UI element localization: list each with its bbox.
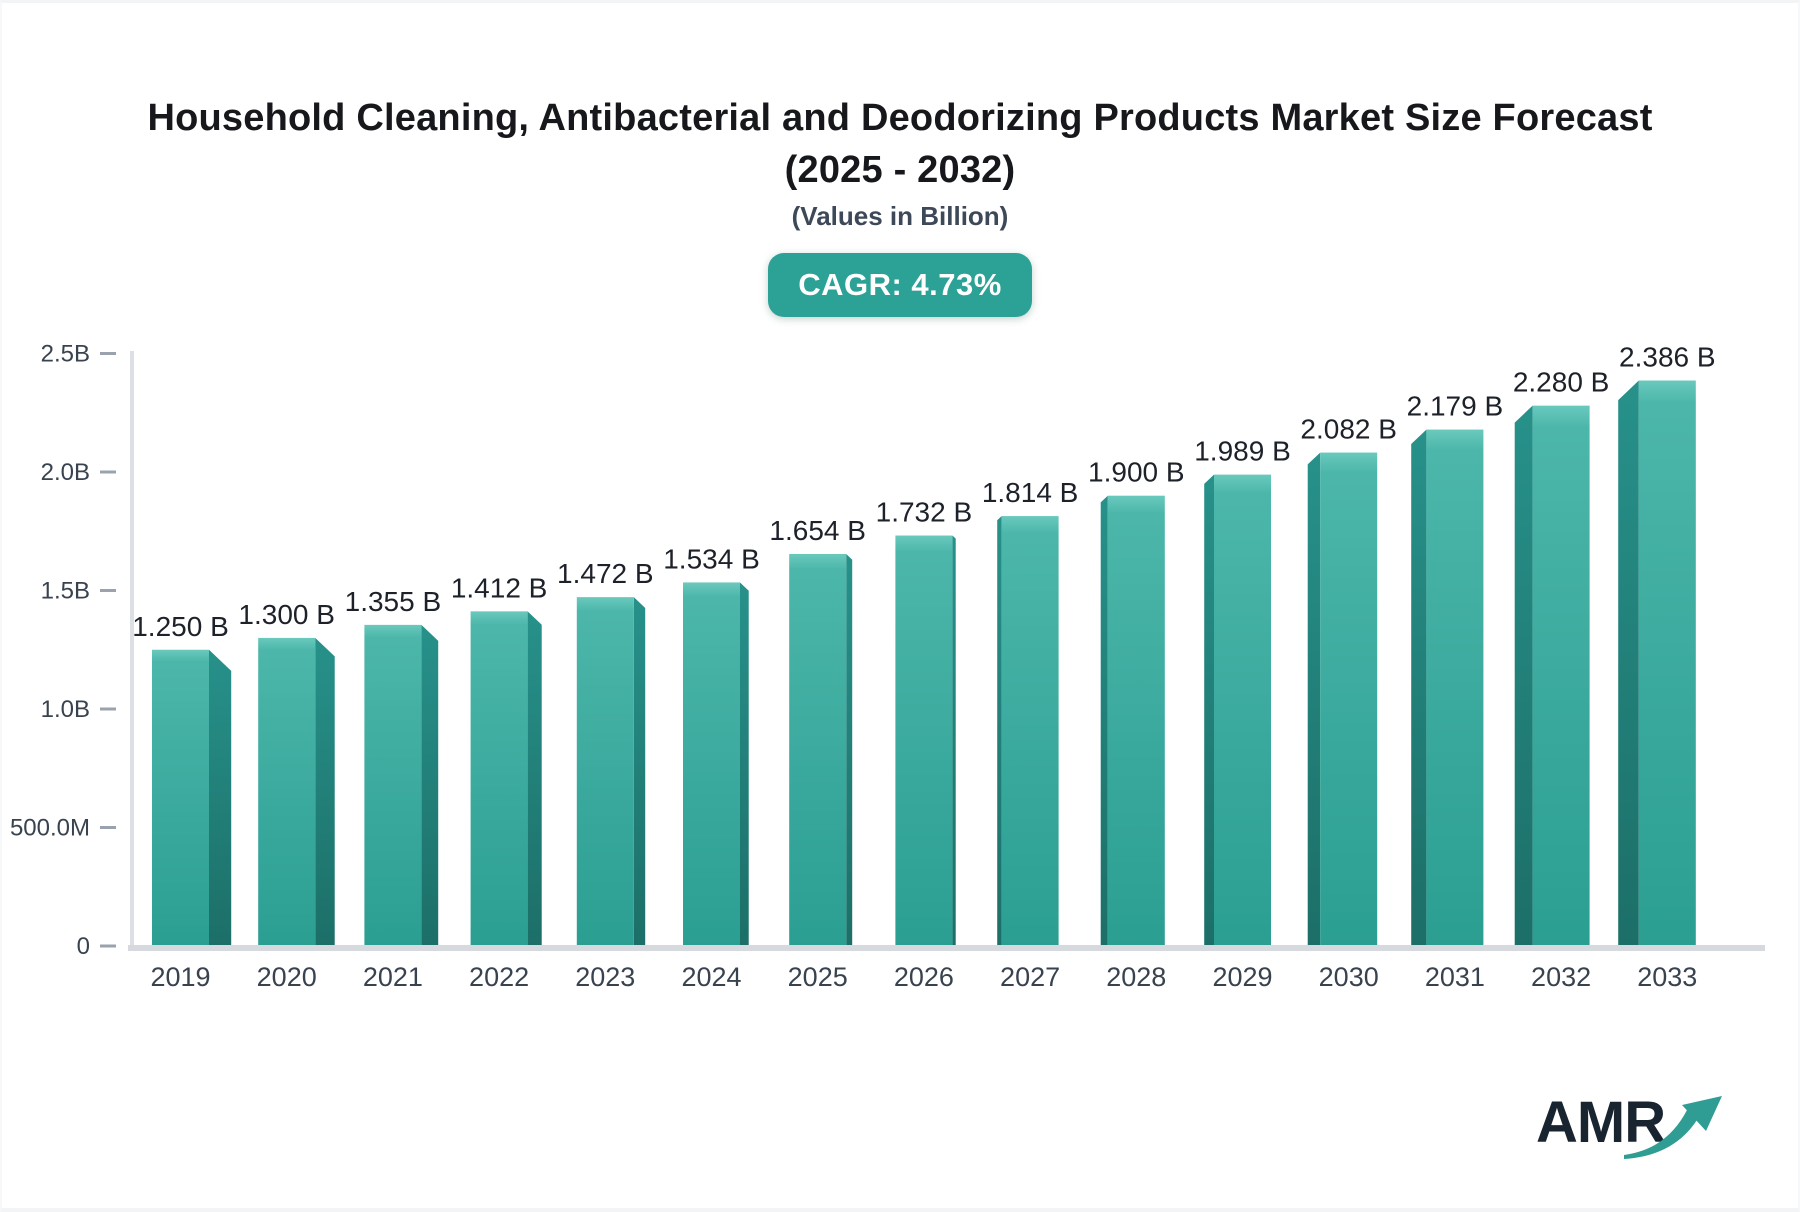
cagr-badge: CAGR: 4.73% <box>768 253 1032 317</box>
chart-subtitle: (Values in Billion) <box>791 201 1009 231</box>
bar-value-label: 2.179 B <box>1407 391 1504 422</box>
cagr-badge-row: CAGR: 4.73% <box>2 253 1798 317</box>
x-axis-label: 2026 <box>894 962 954 992</box>
bar-front-face <box>152 649 209 946</box>
bar-front-face <box>1426 429 1484 946</box>
bar-2022 <box>470 611 542 946</box>
bar-value-label: 1.250 B <box>132 611 229 642</box>
x-axis-label: 2029 <box>1212 962 1272 992</box>
bar-value-label: 1.989 B <box>1194 436 1291 467</box>
bar-side-face <box>209 649 232 946</box>
chart-title-line2: (2025 - 2032) <box>784 149 1016 191</box>
bar-2033 <box>1618 380 1696 946</box>
bar-side-face <box>1618 380 1639 946</box>
x-axis-label: 2031 <box>1425 962 1485 992</box>
bar-2032 <box>1514 405 1590 946</box>
bar-2031 <box>1411 429 1484 946</box>
bar-side-face <box>1100 495 1108 946</box>
bar-value-label: 1.814 B <box>982 477 1079 508</box>
bar-front-face <box>1320 452 1378 946</box>
bar-front-face <box>576 597 634 946</box>
bar-side-face <box>421 624 439 946</box>
bar-2020 <box>258 637 335 946</box>
x-axis-label: 2028 <box>1106 962 1166 992</box>
bar-front-face <box>1638 380 1696 946</box>
bar-2027 <box>997 516 1059 946</box>
bar-side-face <box>846 554 853 946</box>
bar-2023 <box>576 597 646 946</box>
x-axis-label: 2023 <box>575 962 635 992</box>
bar-front-face <box>470 611 528 946</box>
y-axis-tick-label: 0 <box>77 933 90 960</box>
bars-layer <box>152 380 1696 946</box>
amr-logo-text: AMR <box>1536 1090 1666 1155</box>
x-axis-label: 2032 <box>1531 962 1591 992</box>
bar-value-label: 1.472 B <box>557 558 654 589</box>
bar-front-face <box>364 624 422 946</box>
y-axis-tick-label: 1.5B <box>41 578 90 605</box>
axes-layer: 0 500.0M 1.0B 1.5B 2.0B 2.5B <box>10 341 1765 960</box>
bar-front-face <box>1532 405 1590 946</box>
bar-2026 <box>895 535 956 946</box>
bar-side-face <box>997 516 1002 946</box>
x-axis-label: 2022 <box>469 962 529 992</box>
y-axis-tick-label: 500.0M <box>10 815 90 842</box>
x-axis-label: 2027 <box>1000 962 1060 992</box>
bar-side-face <box>1204 474 1214 946</box>
bar-2021 <box>364 624 439 946</box>
bar-front-face <box>1214 474 1271 946</box>
bar-front-face <box>258 637 316 946</box>
bar-side-face <box>633 597 646 946</box>
x-axis-label: 2024 <box>681 962 741 992</box>
bar-front-face <box>1001 516 1059 946</box>
bar-value-label: 2.280 B <box>1513 367 1610 398</box>
bar-2028 <box>1100 495 1165 946</box>
bar-side-face <box>1307 452 1321 946</box>
amr-logo: AMR <box>1536 1091 1726 1171</box>
x-axis-label: 2030 <box>1319 962 1379 992</box>
x-axis-label: 2033 <box>1637 962 1697 992</box>
y-axis-tick-label: 1.0B <box>41 696 90 723</box>
bar-value-label: 1.654 B <box>769 515 866 546</box>
bar-value-label: 1.300 B <box>238 599 335 630</box>
bar-2024 <box>683 582 749 946</box>
bar-value-label: 2.386 B <box>1619 342 1716 373</box>
bar-side-face <box>740 582 749 946</box>
bar-2025 <box>789 554 853 946</box>
bar-2029 <box>1204 474 1271 946</box>
logo-arrow-icon <box>1624 1096 1722 1159</box>
labels-layer: 1.250 B 2019 1.300 B 2020 1.355 B 2021 1.412 B… <box>132 342 1715 992</box>
bar-side-face <box>952 535 956 946</box>
bar-front-face <box>1107 495 1165 946</box>
bar-side-face <box>1411 429 1427 946</box>
bar-value-label: 1.900 B <box>1088 457 1185 488</box>
bar-side-face <box>315 637 335 946</box>
bar-side-face <box>527 611 542 946</box>
x-axis-label: 2021 <box>363 962 423 992</box>
y-axis-tick-label: 2.0B <box>41 459 90 486</box>
bar-value-label: 1.534 B <box>663 543 760 574</box>
bar-2019 <box>152 649 232 946</box>
bar-side-face <box>1514 405 1533 946</box>
bar-front-face <box>683 582 740 946</box>
y-axis-tick-label: 2.5B <box>41 341 90 368</box>
bar-value-label: 2.082 B <box>1300 414 1397 445</box>
x-axis-label: 2025 <box>788 962 848 992</box>
market-size-bar-chart: 0 500.0M 1.0B 1.5B 2.0B 2.5B 1.250 B 2019 1.300… <box>10 341 1765 992</box>
bar-front-face <box>789 554 847 946</box>
bar-2030 <box>1307 452 1378 946</box>
x-axis-line <box>128 945 1765 951</box>
bar-front-face <box>895 535 953 946</box>
x-axis-label: 2019 <box>150 962 210 992</box>
chart-title-line1: Household Cleaning, Antibacterial and De… <box>147 97 1653 139</box>
bar-value-label: 1.732 B <box>876 497 973 528</box>
bar-value-label: 1.355 B <box>345 586 442 617</box>
bar-value-label: 1.412 B <box>451 572 548 603</box>
x-axis-label: 2020 <box>257 962 317 992</box>
